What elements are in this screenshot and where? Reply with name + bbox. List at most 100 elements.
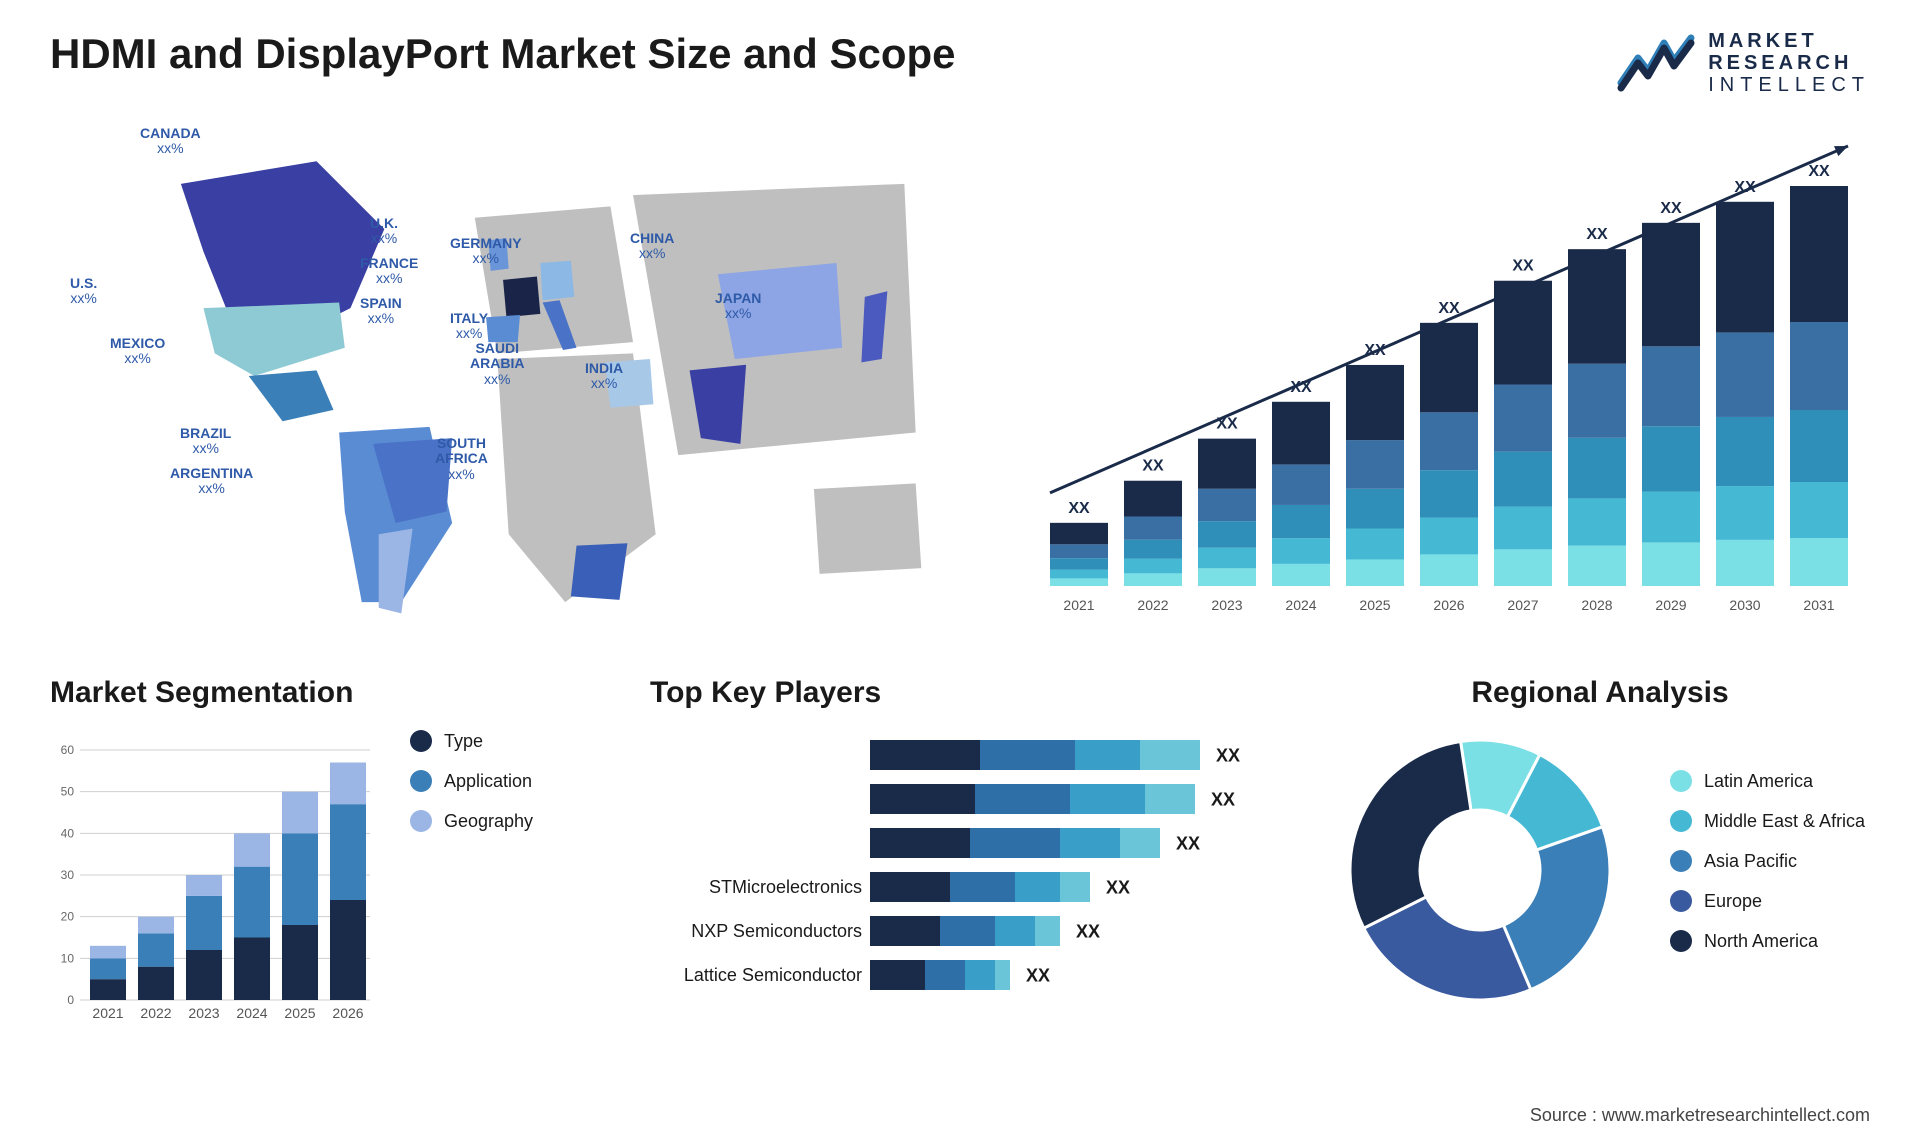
regional-legend-item: Latin America — [1670, 770, 1865, 792]
seg-legend-item: Geography — [410, 810, 533, 832]
world-map-panel: CANADAxx%U.S.xx%MEXICOxx%BRAZILxx%ARGENT… — [50, 116, 990, 636]
forecast-bar-seg — [1494, 452, 1552, 507]
seg-ytick: 40 — [61, 826, 75, 840]
player-bar-seg — [940, 916, 995, 946]
player-bar-seg — [950, 872, 1015, 902]
player-value-label: XX — [1176, 834, 1200, 854]
forecast-year-label: 2027 — [1507, 597, 1538, 613]
forecast-bar-seg — [1790, 410, 1848, 482]
forecast-bar-seg — [1272, 464, 1330, 505]
donut-slice — [1350, 741, 1471, 928]
legend-swatch-icon — [1670, 770, 1692, 792]
forecast-bar-seg — [1346, 365, 1404, 440]
legend-label: Asia Pacific — [1704, 851, 1797, 872]
forecast-year-label: 2023 — [1211, 597, 1242, 613]
seg-bar-seg — [90, 946, 126, 959]
map-region-usa — [203, 303, 344, 376]
forecast-year-label: 2028 — [1581, 597, 1612, 613]
player-bar-seg — [995, 916, 1035, 946]
seg-year-label: 2021 — [92, 1005, 123, 1021]
seg-legend-item: Application — [410, 770, 533, 792]
forecast-bar-seg — [1198, 489, 1256, 521]
seg-ytick: 30 — [61, 868, 75, 882]
regional-legend-item: Europe — [1670, 890, 1865, 912]
player-bar-seg — [1015, 872, 1060, 902]
map-label-us: U.S.xx% — [70, 276, 97, 307]
map-label-southafrica: SOUTHAFRICAxx% — [435, 436, 488, 482]
legend-label: North America — [1704, 931, 1818, 952]
map-label-spain: SPAINxx% — [360, 296, 402, 327]
player-bar-seg — [1060, 828, 1120, 858]
forecast-bar-seg — [1642, 223, 1700, 346]
logo-icon — [1616, 33, 1696, 93]
forecast-bar-seg — [1716, 417, 1774, 486]
page-title: HDMI and DisplayPort Market Size and Sco… — [50, 30, 956, 78]
seg-bar-seg — [234, 833, 270, 866]
forecast-bar-seg — [1124, 481, 1182, 517]
forecast-bar-seg — [1568, 546, 1626, 586]
seg-bar-seg — [282, 833, 318, 925]
map-label-japan: JAPANxx% — [715, 291, 761, 322]
seg-year-label: 2023 — [188, 1005, 219, 1021]
seg-ytick: 20 — [61, 910, 75, 924]
player-bar-seg — [1070, 784, 1145, 814]
seg-ytick: 0 — [67, 993, 74, 1007]
segmentation-title: Market Segmentation — [50, 676, 590, 710]
player-value-label: XX — [1106, 878, 1130, 898]
map-label-mexico: MEXICOxx% — [110, 336, 165, 367]
forecast-year-label: 2031 — [1803, 597, 1834, 613]
legend-swatch-icon — [1670, 930, 1692, 952]
forecast-value-label: XX — [1068, 500, 1090, 517]
legend-label: Application — [444, 771, 532, 792]
map-label-india: INDIAxx% — [585, 361, 623, 392]
legend-label: Latin America — [1704, 771, 1813, 792]
forecast-bar-seg — [1420, 412, 1478, 470]
forecast-year-label: 2021 — [1063, 597, 1094, 613]
forecast-bar-seg — [1494, 385, 1552, 452]
seg-bar-seg — [330, 804, 366, 900]
forecast-bar-seg — [1568, 249, 1626, 364]
seg-bar-seg — [186, 896, 222, 950]
forecast-bar-seg — [1642, 542, 1700, 586]
regional-legend-item: Middle East & Africa — [1670, 810, 1865, 832]
player-label: Lattice Semiconductor — [684, 965, 862, 985]
seg-bar-seg — [234, 938, 270, 1001]
forecast-bar-seg — [1494, 507, 1552, 550]
players-title: Top Key Players — [650, 676, 1270, 710]
forecast-bar-seg — [1124, 559, 1182, 574]
forecast-bar-seg — [1272, 402, 1330, 465]
forecast-value-label: XX — [1808, 163, 1830, 180]
player-bar-seg — [975, 784, 1070, 814]
forecast-value-label: XX — [1438, 300, 1460, 317]
legend-label: Type — [444, 731, 483, 752]
map-label-germany: GERMANYxx% — [450, 236, 522, 267]
player-bar-seg — [970, 828, 1060, 858]
seg-bar-seg — [282, 792, 318, 834]
logo-line1: MARKET — [1708, 30, 1870, 52]
forecast-bar-seg — [1272, 538, 1330, 564]
forecast-bar-seg — [1716, 540, 1774, 586]
forecast-chart: XX2021XX2022XX2023XX2024XX2025XX2026XX20… — [1030, 116, 1870, 636]
forecast-bar-seg — [1790, 482, 1848, 538]
forecast-bar-seg — [1642, 346, 1700, 426]
forecast-bar-seg — [1124, 573, 1182, 586]
player-value-label: XX — [1211, 790, 1235, 810]
forecast-year-label: 2022 — [1137, 597, 1168, 613]
forecast-year-label: 2026 — [1433, 597, 1464, 613]
seg-legend-item: Type — [410, 730, 533, 752]
forecast-bar-seg — [1420, 518, 1478, 555]
forecast-bar-seg — [1494, 549, 1552, 586]
map-label-france: FRANCExx% — [360, 256, 418, 287]
seg-bar-seg — [330, 900, 366, 1000]
legend-swatch-icon — [410, 770, 432, 792]
seg-ytick: 60 — [61, 743, 75, 757]
forecast-bar-seg — [1716, 486, 1774, 540]
map-label-china: CHINAxx% — [630, 231, 674, 262]
forecast-bar-seg — [1790, 538, 1848, 586]
forecast-bar-seg — [1420, 470, 1478, 517]
forecast-bar-seg — [1420, 323, 1478, 412]
player-bar-seg — [1120, 828, 1160, 858]
forecast-bar-seg — [1050, 558, 1108, 569]
forecast-bar-seg — [1124, 517, 1182, 540]
seg-bar-seg — [138, 917, 174, 934]
